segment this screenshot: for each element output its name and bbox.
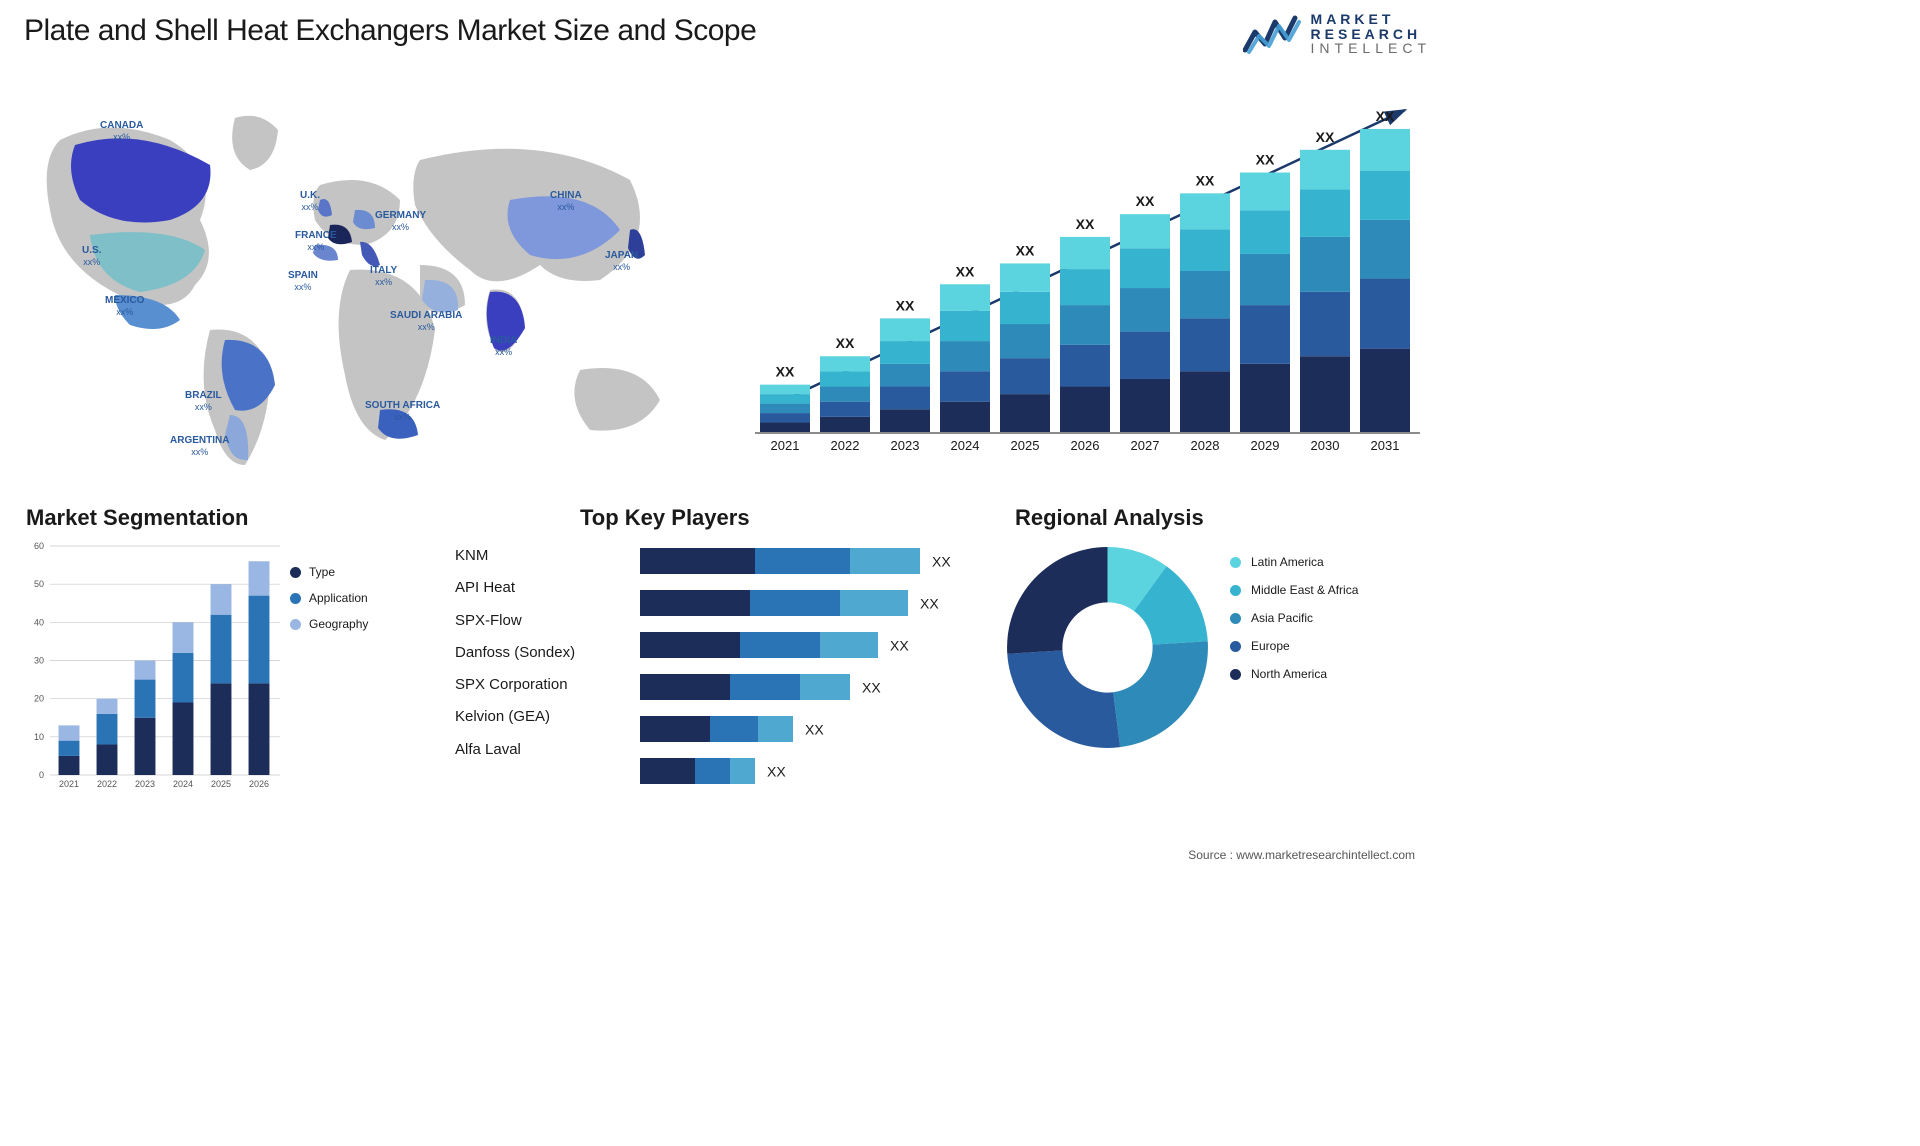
svg-text:XX: XX [1316, 129, 1335, 145]
key-players-list: KNMAPI HeatSPX-FlowDanfoss (Sondex)SPX C… [455, 540, 575, 766]
key-player-name: API Heat [455, 572, 575, 604]
regional-legend-item: North America [1230, 667, 1358, 681]
svg-text:30: 30 [34, 656, 44, 666]
map-label-italy: ITALYxx% [370, 265, 397, 287]
svg-text:XX: XX [920, 596, 939, 612]
brand-logo: MARKET RESEARCH INTELLECT [1243, 12, 1431, 56]
map-label-japan: JAPANxx% [605, 250, 638, 272]
key-players-heading: Top Key Players [580, 505, 750, 531]
svg-text:2026: 2026 [249, 779, 269, 789]
svg-text:2024: 2024 [951, 438, 980, 453]
svg-text:2027: 2027 [1131, 438, 1160, 453]
source-attribution: Source : www.marketresearchintellect.com [1188, 848, 1415, 862]
map-label-mexico: MEXICOxx% [105, 295, 144, 317]
market-size-bar-chart: XX 2021 XX 2022 XX 2023 XX 2024 XX 2025 XX 2026 XX 20… [740, 80, 1430, 460]
svg-text:2026: 2026 [1071, 438, 1100, 453]
regional-legend-item: Asia Pacific [1230, 611, 1358, 625]
svg-text:2024: 2024 [173, 779, 193, 789]
map-label-france: FRANCExx% [295, 230, 337, 252]
svg-text:2031: 2031 [1371, 438, 1400, 453]
map-label-brazil: BRAZILxx% [185, 390, 222, 412]
svg-text:2023: 2023 [891, 438, 920, 453]
svg-text:XX: XX [896, 297, 915, 313]
map-label-saudi-arabia: SAUDI ARABIAxx% [390, 310, 462, 332]
key-players-bar-chart: XX XX XX XX XX XX [640, 548, 970, 806]
regional-legend-item: Latin America [1230, 555, 1358, 569]
svg-text:2021: 2021 [59, 779, 79, 789]
svg-text:XX: XX [932, 554, 951, 570]
logo-text-1: MARKET [1311, 12, 1431, 27]
regional-legend-item: Europe [1230, 639, 1358, 653]
svg-text:2029: 2029 [1251, 438, 1280, 453]
svg-text:XX: XX [862, 680, 881, 696]
svg-text:XX: XX [1076, 216, 1095, 232]
key-player-name: SPX-Flow [455, 605, 575, 637]
svg-text:XX: XX [1016, 242, 1035, 258]
key-player-name: Danfoss (Sondex) [455, 637, 575, 669]
map-label-argentina: ARGENTINAxx% [170, 435, 229, 457]
svg-text:2028: 2028 [1191, 438, 1220, 453]
svg-text:XX: XX [1196, 172, 1215, 188]
svg-text:XX: XX [1256, 152, 1275, 168]
key-player-name: SPX Corporation [455, 669, 575, 701]
segmentation-legend-item: Application [290, 591, 368, 605]
svg-text:2025: 2025 [1011, 438, 1040, 453]
key-player-name: Kelvion (GEA) [455, 701, 575, 733]
segmentation-heading: Market Segmentation [26, 505, 249, 531]
regional-legend: Latin America Middle East & Africa Asia Pa… [1230, 555, 1358, 695]
svg-text:XX: XX [956, 263, 975, 279]
logo-text-2: RESEARCH [1311, 27, 1431, 42]
page-title: Plate and Shell Heat Exchangers Market S… [24, 14, 756, 48]
key-player-name: Alfa Laval [455, 734, 575, 766]
svg-text:XX: XX [836, 335, 855, 351]
svg-text:XX: XX [776, 364, 795, 380]
svg-text:XX: XX [767, 764, 786, 780]
map-label-india: INDIAxx% [490, 335, 517, 357]
world-map: CANADAxx% U.S.xx% MEXICOxx% BRAZILxx% ARGENT… [20, 70, 720, 465]
segmentation-legend-item: Type [290, 565, 368, 579]
logo-mark-icon [1243, 14, 1301, 54]
svg-text:XX: XX [1376, 108, 1395, 124]
regional-donut-chart [1005, 545, 1210, 750]
svg-text:XX: XX [1136, 193, 1155, 209]
map-label-germany: GERMANYxx% [375, 210, 426, 232]
key-player-name: KNM [455, 540, 575, 572]
segmentation-bar-chart: 0 10 20 30 40 50 60 2021 2022 2023 2024 2025 2026 [24, 540, 284, 795]
svg-text:0: 0 [39, 770, 44, 780]
segmentation-legend-item: Geography [290, 617, 368, 631]
regional-legend-item: Middle East & Africa [1230, 583, 1358, 597]
map-label-spain: SPAINxx% [288, 270, 318, 292]
svg-text:40: 40 [34, 617, 44, 627]
svg-text:20: 20 [34, 694, 44, 704]
map-label-u-s-: U.S.xx% [82, 245, 101, 267]
svg-text:XX: XX [805, 722, 824, 738]
map-label-south-africa: SOUTH AFRICAxx% [365, 400, 440, 422]
svg-text:2021: 2021 [771, 438, 800, 453]
svg-text:2022: 2022 [97, 779, 117, 789]
svg-text:50: 50 [34, 579, 44, 589]
regional-heading: Regional Analysis [1015, 505, 1204, 531]
svg-text:2030: 2030 [1311, 438, 1340, 453]
map-label-canada: CANADAxx% [100, 120, 143, 142]
map-label-u-k-: U.K.xx% [300, 190, 320, 212]
svg-text:60: 60 [34, 541, 44, 551]
svg-text:2025: 2025 [211, 779, 231, 789]
svg-text:XX: XX [890, 638, 909, 654]
map-label-china: CHINAxx% [550, 190, 582, 212]
segmentation-legend: Type Application Geography [290, 565, 368, 643]
svg-text:10: 10 [34, 732, 44, 742]
svg-text:2023: 2023 [135, 779, 155, 789]
logo-text-3: INTELLECT [1311, 41, 1431, 56]
svg-text:2022: 2022 [831, 438, 860, 453]
